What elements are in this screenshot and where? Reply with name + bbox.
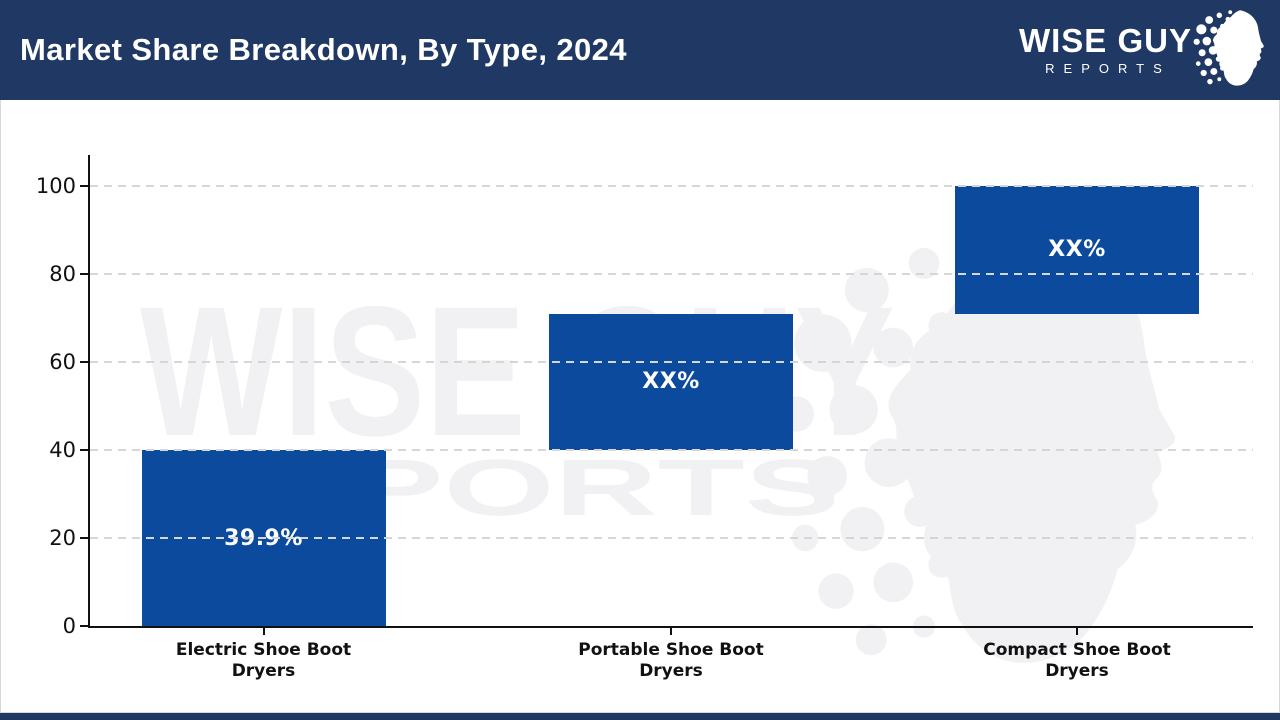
logo-subtext: REPORTS: [1045, 61, 1171, 76]
bar-value-label: 39.9%: [224, 525, 303, 551]
page-title: Market Share Breakdown, By Type, 2024: [20, 32, 627, 67]
logo-wordmark: WISE GUY: [1018, 22, 1192, 59]
wiseguy-logo: WISE GUY REPORTS: [1019, 9, 1270, 91]
bar-value-label: XX%: [642, 369, 700, 395]
bar-portable-shoe-boot-dryers[interactable]: XX%: [549, 313, 793, 450]
bar-electric-shoe-boot-dryers[interactable]: 39.9%: [141, 450, 386, 626]
bar-value-label: XX%: [1048, 237, 1106, 263]
logo-text: WISE GUY REPORTS: [1018, 22, 1192, 77]
footer-bar: [0, 713, 1280, 720]
bar-compact-shoe-boot-dryers[interactable]: XX%: [955, 186, 1199, 314]
header-bar: Market Share Breakdown, By Type, 2024 WI…: [0, 0, 1280, 100]
logo-face-icon: [1193, 10, 1264, 86]
